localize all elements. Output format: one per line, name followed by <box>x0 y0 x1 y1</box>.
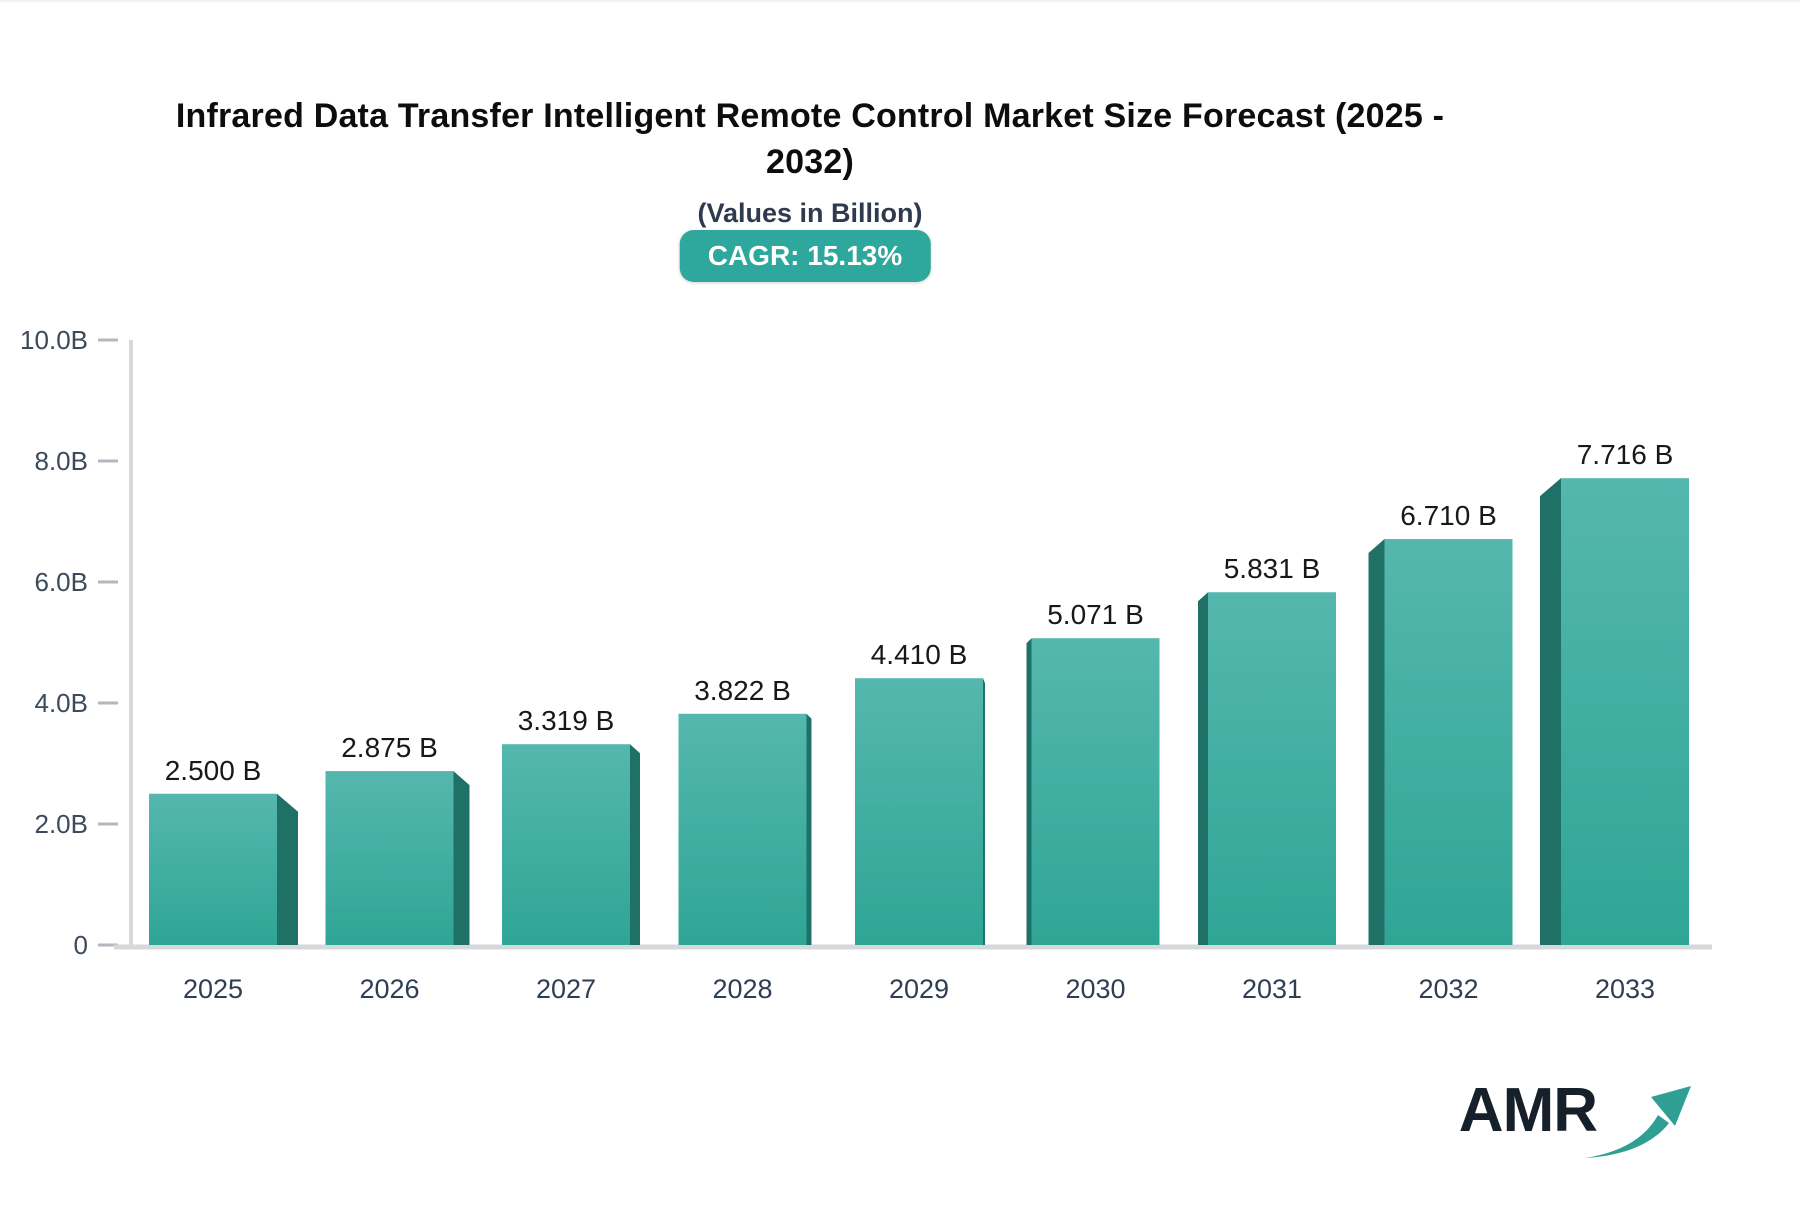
x-axis-label: 2030 <box>1065 974 1125 1004</box>
y-tick-label: 8.0B <box>35 446 89 476</box>
x-axis-label: 2025 <box>183 974 243 1004</box>
bar-side-2025 <box>277 793 298 945</box>
bar-2030 <box>1031 638 1160 945</box>
bar-2029 <box>855 678 983 945</box>
bar-value-label: 5.831 B <box>1224 553 1321 584</box>
amr-logo: AMR <box>1459 1080 1695 1166</box>
bar-side-2027 <box>630 744 640 945</box>
bar-side-2030 <box>1026 638 1032 945</box>
y-tick-label: 4.0B <box>35 688 89 718</box>
amr-logo-arrow-icon <box>1585 1086 1691 1158</box>
x-axis-label: 2027 <box>536 974 596 1004</box>
bar-side-2026 <box>453 771 470 945</box>
bar-side-2031 <box>1198 592 1208 945</box>
y-tick-label: 10.0B <box>20 325 88 355</box>
bar-value-label: 2.875 B <box>341 732 438 763</box>
bar-2026 <box>325 771 454 945</box>
bar-side-2033 <box>1540 478 1561 945</box>
x-axis-label: 2028 <box>712 974 772 1004</box>
bar-2032 <box>1384 539 1513 945</box>
bar-2025 <box>149 793 277 945</box>
bar-value-label: 5.071 B <box>1047 599 1144 630</box>
x-axis-label: 2031 <box>1242 974 1302 1004</box>
bar-value-label: 2.500 B <box>165 755 262 786</box>
bar-value-label: 3.319 B <box>518 705 615 736</box>
chart-subtitle: (Values in Billion) <box>697 198 923 228</box>
cagr-badge: CAGR: 15.13% <box>679 230 931 282</box>
x-axis-label: 2032 <box>1418 974 1478 1004</box>
y-tick-label: 6.0B <box>35 567 89 597</box>
y-tick-label: 0 <box>74 930 88 960</box>
x-axis-label: 2026 <box>359 974 419 1004</box>
bar-side-2029 <box>983 678 985 945</box>
x-axis-label: 2033 <box>1595 974 1655 1004</box>
cagr-badge-label: CAGR: 15.13% <box>707 240 903 271</box>
bar-2027 <box>502 744 630 945</box>
bar-side-2032 <box>1368 539 1385 945</box>
amr-logo-text: AMR <box>1458 1076 1598 1145</box>
x-axis-label: 2029 <box>889 974 949 1004</box>
y-tick-label: 2.0B <box>35 809 89 839</box>
bar-2028 <box>678 713 807 945</box>
bar-value-label: 7.716 B <box>1577 439 1674 470</box>
bar-2031 <box>1208 592 1336 945</box>
bar-side-2028 <box>806 713 812 945</box>
bar-value-label: 3.822 B <box>694 675 791 706</box>
chart-title: Infrared Data Transfer Intelligent Remot… <box>175 97 1445 181</box>
bar-2033 <box>1561 478 1689 945</box>
bar-value-label: 4.410 B <box>871 639 968 670</box>
bar-value-label: 6.710 B <box>1400 500 1497 531</box>
